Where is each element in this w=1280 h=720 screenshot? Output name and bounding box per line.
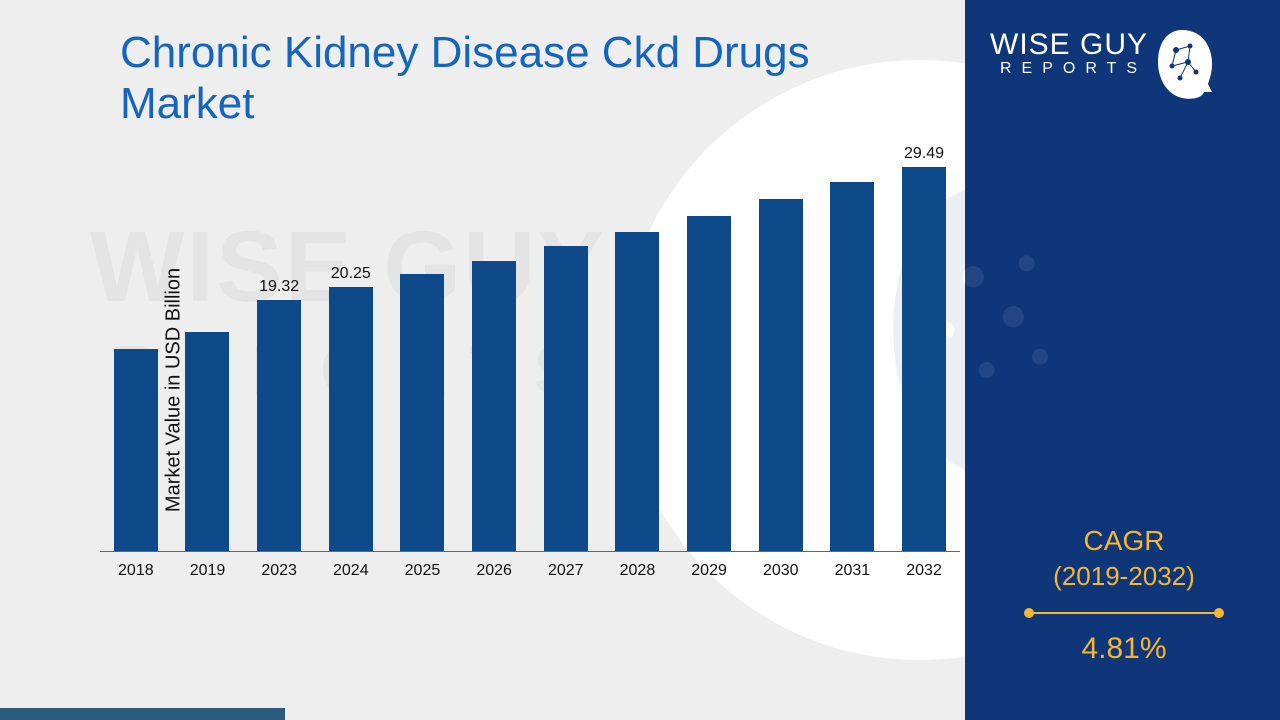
bottom-accent-bar: [0, 708, 285, 720]
cagr-range: (2019-2032): [1014, 561, 1234, 592]
bar: [759, 199, 803, 552]
brand-logo: WISE GUY REPORTS: [990, 28, 1250, 108]
x-labels-row: 2018201920232024202520262027202820292030…: [100, 562, 960, 580]
bar-value-label: 29.49: [904, 145, 944, 163]
logo-text-bottom: REPORTS: [990, 60, 1148, 78]
x-tick-label: 2032: [890, 562, 958, 580]
bar-wrap: [173, 332, 241, 552]
bar: [472, 261, 516, 552]
bar: [185, 332, 229, 552]
bar: [544, 246, 588, 552]
x-tick-label: 2026: [460, 562, 528, 580]
x-tick-label: 2019: [173, 562, 241, 580]
bars-container: 19.3220.2529.49: [100, 160, 960, 552]
bar-wrap: 20.25: [317, 287, 385, 552]
logo-head-icon: [1154, 28, 1216, 100]
cagr-panel: CAGR (2019-2032) 4.81%: [1014, 525, 1234, 666]
bar: [329, 287, 373, 552]
x-tick-label: 2031: [818, 562, 886, 580]
x-tick-label: 2025: [388, 562, 456, 580]
x-tick-label: 2030: [747, 562, 815, 580]
x-tick-label: 2024: [317, 562, 385, 580]
chart-title: Chronic Kidney Disease Ckd Drugs Market: [120, 28, 840, 129]
cagr-title: CAGR: [1014, 525, 1234, 557]
bar-wrap: 19.32: [245, 300, 313, 552]
bar-wrap: [102, 349, 170, 552]
bar: [257, 300, 301, 552]
x-tick-label: 2027: [532, 562, 600, 580]
bar: [830, 182, 874, 552]
bar-value-label: 20.25: [331, 265, 371, 283]
cagr-percent: 4.81%: [1014, 632, 1234, 666]
cagr-divider: [1029, 612, 1219, 614]
x-tick-label: 2029: [675, 562, 743, 580]
chart-area: Market Value in USD Billion 19.3220.2529…: [60, 160, 960, 620]
bar: [114, 349, 158, 552]
bar-wrap: [532, 246, 600, 552]
bar: [400, 274, 444, 552]
bar: [902, 167, 946, 552]
bar-wrap: [818, 182, 886, 552]
bar-wrap: [388, 274, 456, 552]
bar-wrap: [603, 232, 671, 552]
plot-region: 19.3220.2529.49 201820192023202420252026…: [100, 160, 960, 580]
logo-text-top: WISE GUY: [990, 28, 1148, 62]
x-tick-label: 2023: [245, 562, 313, 580]
bar-value-label: 19.32: [259, 278, 299, 296]
bar-wrap: [675, 216, 743, 552]
bar-wrap: [460, 261, 528, 552]
bar-wrap: 29.49: [890, 167, 958, 552]
bar: [687, 216, 731, 552]
x-axis-baseline: [100, 551, 960, 552]
bar: [615, 232, 659, 552]
bar-wrap: [747, 199, 815, 552]
page-root: WISE GUY REPORTS Chronic Kidney Disease …: [0, 0, 1280, 720]
x-tick-label: 2018: [102, 562, 170, 580]
x-tick-label: 2028: [603, 562, 671, 580]
